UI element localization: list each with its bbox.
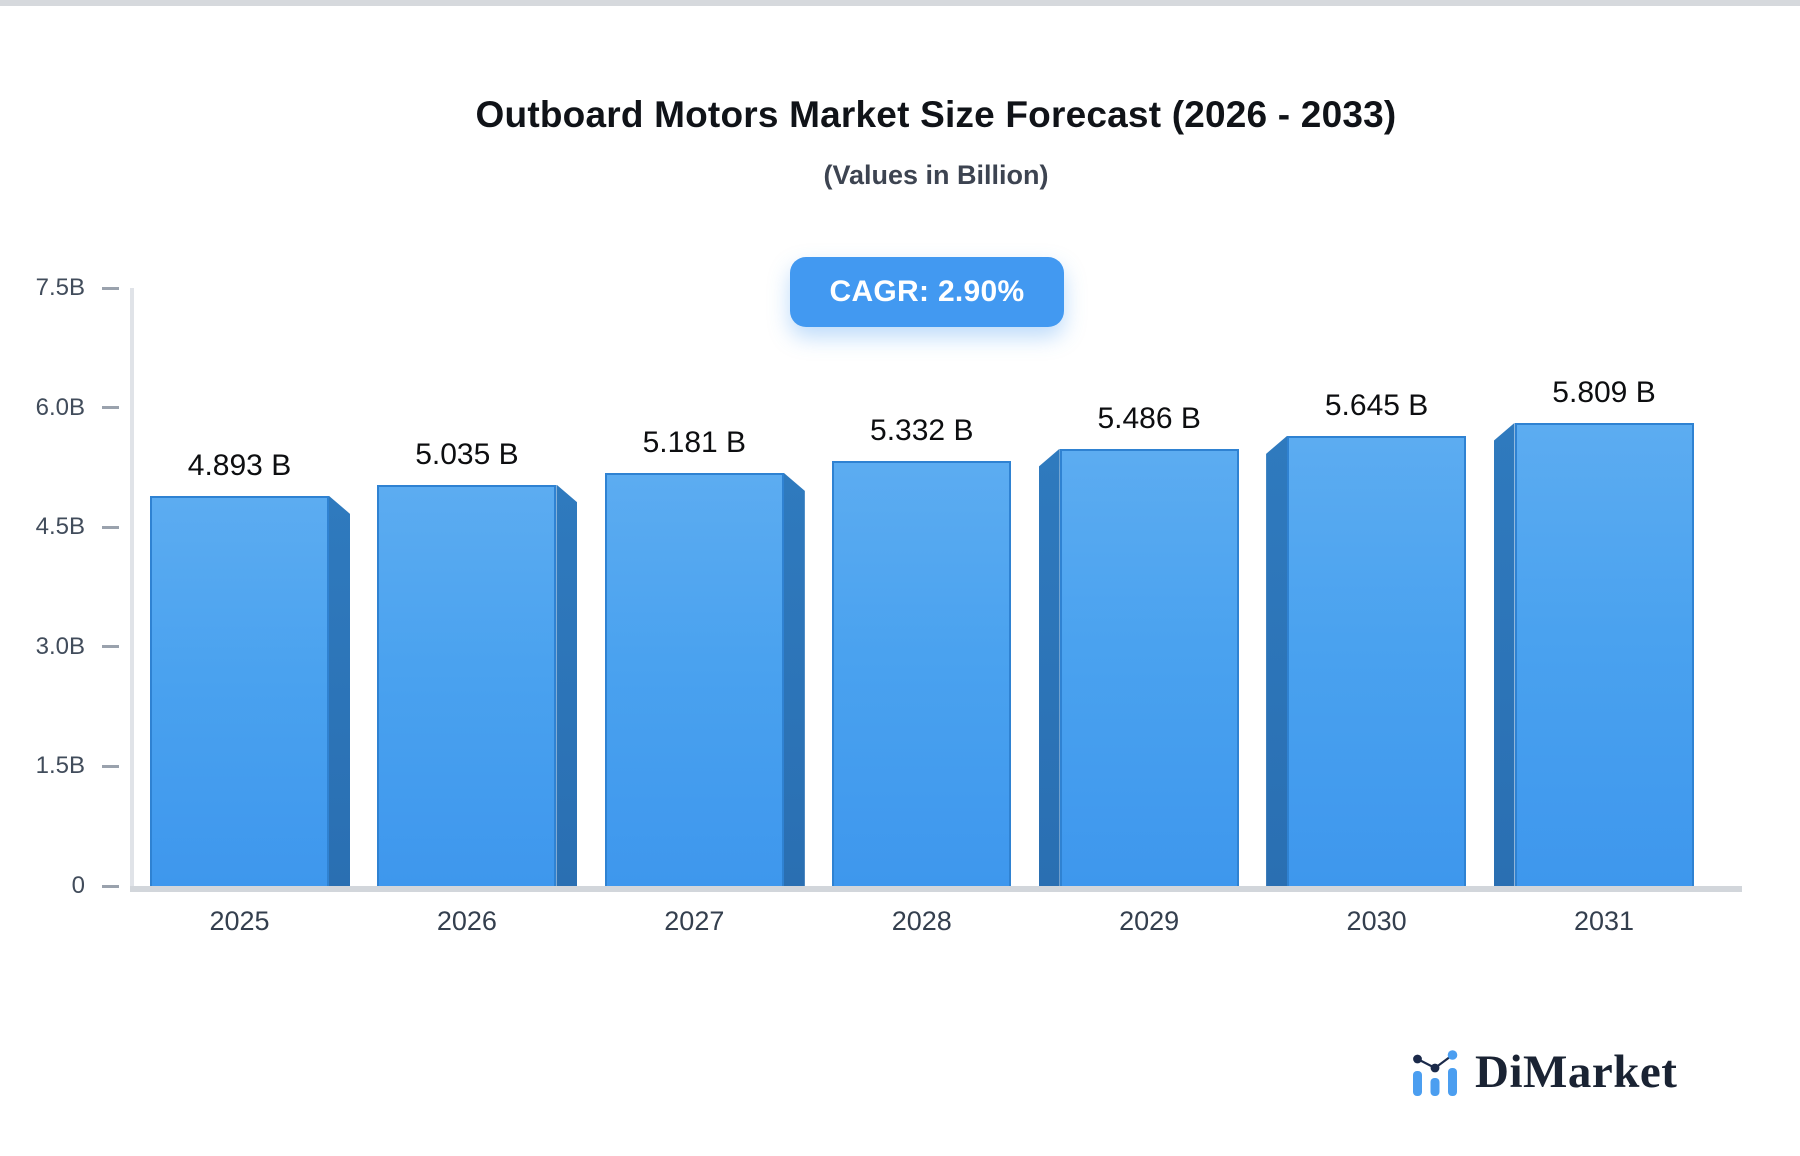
bar-2031	[1514, 422, 1694, 886]
bar-chart-sparkline-icon	[1413, 1050, 1458, 1096]
plot-area: 7.5B 6.0B 4.5B 3.0B 1.5B 0 4.893 B 5.035 B 5.18…	[36, 274, 1742, 936]
bar-value-label-2027: 5.181 B	[642, 425, 747, 459]
y-tick-dash	[102, 764, 119, 768]
y-tick-label: 7.5B	[35, 274, 85, 301]
cagr-badge: CAGR: 2.90%	[790, 257, 1064, 327]
x-axis-label-2027: 2027	[664, 906, 725, 936]
bar-2029	[1059, 448, 1239, 886]
x-axis-label-2029: 2029	[1119, 906, 1180, 936]
bar-3d-side-2027	[783, 472, 805, 886]
bar-3d-side-2029	[1038, 448, 1060, 886]
bar-2030	[1287, 435, 1467, 886]
bar-3d-side-2030	[1266, 435, 1288, 886]
y-tick-dash	[102, 884, 119, 888]
y-tick-label: 6.0B	[35, 393, 85, 421]
bar-3d-side-2031	[1493, 422, 1515, 886]
bar-value-label-2026: 5.035 B	[415, 437, 519, 471]
bar-2026	[377, 484, 557, 886]
bar-value-label-2030: 5.645 B	[1324, 388, 1429, 422]
bar-3d-side-2026	[556, 484, 578, 886]
cagr-badge-label: CAGR: 2.90%	[829, 275, 1025, 308]
bar-value-label-2031: 5.809 B	[1552, 375, 1656, 409]
bar-value-label-2025: 4.893 B	[187, 448, 292, 482]
x-axis-label-2025: 2025	[209, 906, 270, 936]
brand-logo: DiMarket	[1408, 1040, 1677, 1104]
y-tick-label: 1.5B	[35, 752, 85, 780]
bar-2025	[150, 495, 329, 886]
bar-value-label-2029: 5.486 B	[1097, 401, 1201, 435]
chart-title: Outboard Motors Market Size Forecast (20…	[475, 94, 1397, 135]
chart-subtitle: (Values in Billion)	[823, 160, 1049, 190]
y-tick-dash	[102, 286, 119, 290]
x-axis-label-2026: 2026	[436, 906, 497, 936]
x-axis-label-2031: 2031	[1573, 906, 1635, 936]
x-axis-label-2030: 2030	[1346, 906, 1407, 936]
y-tick-label: 3.0B	[35, 632, 85, 660]
y-tick-label: 0	[71, 872, 85, 899]
bar-value-label-2028: 5.332 B	[870, 413, 974, 447]
top-border-strip	[0, 0, 1800, 6]
bar-2028	[832, 460, 1012, 886]
y-tick-dash	[102, 406, 119, 410]
bar-3d-side-2025	[329, 495, 350, 886]
y-tick-dash	[102, 525, 119, 529]
y-tick-label: 4.5B	[35, 513, 85, 541]
y-tick-dash	[102, 645, 119, 649]
brand-name: DiMarket	[1475, 1046, 1678, 1098]
x-axis-label-2028: 2028	[891, 906, 952, 936]
y-axis-line	[130, 288, 134, 886]
bar-2027	[604, 472, 784, 886]
x-axis-baseline	[130, 886, 1742, 892]
